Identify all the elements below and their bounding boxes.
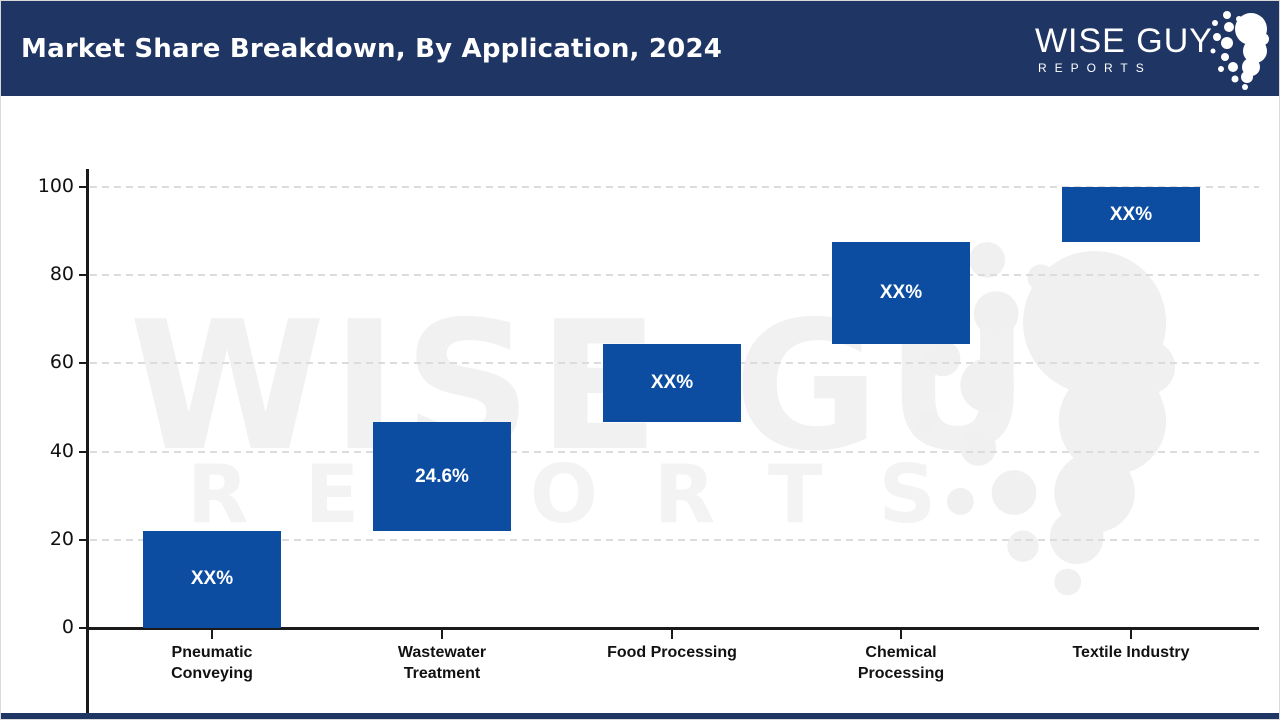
chart-area: WISE GUY REPORTS 0 20 40 60 80 100 XX% 24.6% XX… xyxy=(1,96,1279,719)
logo-reports-text: REPORTS xyxy=(1037,60,1152,75)
y-tick-mark xyxy=(79,627,88,629)
gridline xyxy=(90,450,1259,453)
x-tick-mark xyxy=(211,630,213,639)
bar-value-label: XX% xyxy=(190,568,234,590)
x-tick-mark xyxy=(900,630,902,639)
y-tick-mark xyxy=(79,186,88,188)
y-axis-line xyxy=(86,169,89,719)
x-axis-label: Textile Industry xyxy=(1072,644,1190,661)
y-tick-label: 20 xyxy=(49,527,74,550)
y-tick-mark xyxy=(79,362,88,365)
bar-value-label: XX% xyxy=(650,372,694,394)
logo-wiseguy-text: WISE GUY xyxy=(1034,21,1213,60)
x-axis-line xyxy=(86,627,1259,630)
y-tick-label: 80 xyxy=(49,263,74,286)
x-tick-mark xyxy=(1130,630,1132,639)
y-tick-label: 100 xyxy=(37,175,74,197)
watermark-reports: REPORTS xyxy=(187,448,993,541)
logo-head-icon xyxy=(1210,10,1269,90)
gridline xyxy=(90,538,1259,541)
x-axis-label: Chemical Processing xyxy=(857,644,945,682)
x-tick-mark xyxy=(671,630,673,639)
page-title: Market Share Breakdown, By Application, … xyxy=(21,33,723,64)
bar-wastewater-treatment: 24.6% xyxy=(373,422,511,531)
x-axis-label: Wastewater Treatment xyxy=(397,644,487,682)
y-tick-mark xyxy=(79,538,88,541)
header: Market Share Breakdown, By Application, … xyxy=(1,1,1279,96)
bar-textile-industry: XX% xyxy=(1062,187,1200,243)
bar-value-label: 24.6% xyxy=(415,465,469,487)
x-tick-mark xyxy=(441,630,443,639)
y-tick-label: 60 xyxy=(49,351,74,374)
wiseguy-logo: WISE GUY REPORTS xyxy=(1035,1,1273,96)
y-tick-mark xyxy=(79,274,88,277)
bar-pneumatic-conveying: XX% xyxy=(143,530,281,628)
y-tick-mark xyxy=(79,450,88,453)
bar-value-label: XX% xyxy=(1109,203,1153,225)
x-axis-label: Pneumatic Conveying xyxy=(171,644,253,682)
watermark-head-dots xyxy=(913,242,1176,596)
logo-text: WISE GUY REPORTS xyxy=(1035,23,1213,75)
y-tick-label: 40 xyxy=(49,439,74,462)
bar-chemical-processing: XX% xyxy=(832,242,970,344)
bar-value-label: XX% xyxy=(879,282,923,304)
gridline xyxy=(90,186,1259,188)
bar-food-processing: XX% xyxy=(603,343,741,423)
footer-strip xyxy=(1,713,1279,719)
x-axis-label: Food Processing xyxy=(607,644,737,661)
gridline xyxy=(90,274,1259,277)
y-tick-label: 0 xyxy=(61,616,74,638)
